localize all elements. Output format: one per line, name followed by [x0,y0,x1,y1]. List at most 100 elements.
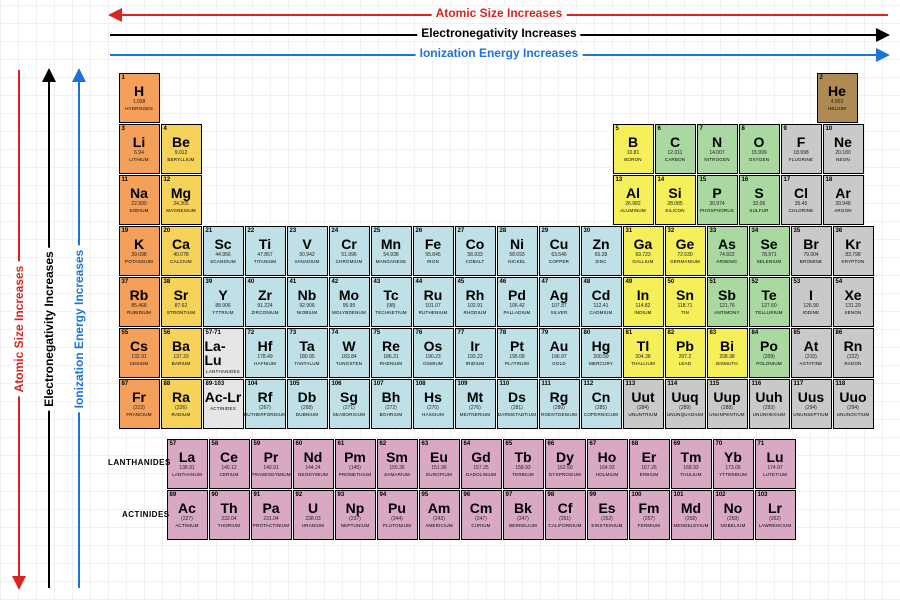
atomic-number: 21 [206,228,213,234]
top-trend-arrows: Atomic Size IncreasesElectronegativity I… [110,6,888,66]
element-name: OXYGEN [749,157,769,162]
atomic-number: 7 [700,126,703,132]
element-symbol: S [754,186,763,200]
atomic-number: 45 [458,279,465,285]
atomic-number: 116 [752,381,762,387]
atomic-number: 4 [164,126,167,132]
element-cell: 106Sg(271)SEABORGIUM [329,379,370,429]
element-symbol: Se [760,237,777,251]
atomic-number: 11 [122,177,128,183]
atomic-mass: (247) [517,516,529,522]
element-symbol: Fm [639,501,660,515]
element-cell: 15P30.974PHOSPHORUS [697,175,738,225]
atomic-mass: 180.95 [299,354,314,360]
element-name: ASTATINE [800,361,823,366]
element-symbol: At [804,339,819,353]
element-symbol: Es [598,501,615,515]
element-name: HOLMIUM [596,472,619,477]
element-symbol: Au [550,339,569,353]
element-symbol: Ag [550,288,569,302]
element-cell: 89-103Ac-LrACTINIDES [203,379,244,429]
atomic-number: 94 [380,492,387,498]
element-symbol: La-Lu [205,339,242,367]
element-name: UNUNQUADIUM [667,412,703,417]
element-symbol: O [754,135,765,149]
element-symbol: U [308,501,318,515]
element-name: CHROMIUM [336,259,363,264]
atomic-mass: 63.546 [551,252,566,258]
atomic-mass: 137.33 [173,354,188,360]
element-name: IRIDIUM [466,361,485,366]
atomic-number: 57 [170,441,177,447]
element-cell: 48Cd112.41CADMIUM [581,277,622,327]
atomic-mass: 168.93 [683,465,698,471]
element-name: SILICON [665,208,684,213]
atomic-number: 16 [742,177,749,183]
element-symbol: Uuq [671,390,698,404]
atomic-mass: (294) [805,405,817,411]
element-name: LUTETIUM [763,472,787,477]
atomic-mass: 121.76 [719,303,734,309]
element-name: CHLORINE [789,208,814,213]
element-symbol: Ir [470,339,479,353]
element-name: BARIUM [172,361,191,366]
element-name: ACTINIDES [210,406,236,411]
atomic-mass: 162.50 [557,465,572,471]
element-cell: 23V50.942VANADIUM [287,226,328,276]
atomic-number: 69 [674,441,681,447]
element-cell: 31Ga69.723GALLIUM [623,226,664,276]
atomic-mass: 195.08 [509,354,524,360]
period-row: 55Cs132.91CESIUM56Ba137.33BARIUM57-71La-… [118,327,874,378]
atomic-number: 26 [416,228,423,234]
trend-arrow: Electronegativity Increases [110,26,888,44]
element-name: RHODIUM [464,310,487,315]
atomic-number: 99 [590,492,597,498]
element-cell: 52Te127.60TELLURIUM [749,277,790,327]
element-symbol: Br [803,237,819,251]
trend-arrow: Atomic Size Increases [6,70,32,588]
atomic-number: 35 [794,228,801,234]
atomic-mass: 102.91 [467,303,482,309]
element-symbol: Ac [178,501,196,515]
element-symbol: Yb [724,450,742,464]
element-name: TIN [681,310,689,315]
atomic-mass: 4.003 [831,99,844,105]
atomic-mass: (262) [769,516,781,522]
element-cell: 9F18.998FLUORINE [781,124,822,174]
atomic-mass: (243) [433,516,445,522]
element-name: NEON [836,157,850,162]
element-cell: 42Mo95.95MOLYBDENUM [329,277,370,327]
atomic-mass: (293) [763,405,775,411]
atomic-mass: 151.96 [431,465,446,471]
trend-label: Atomic Size Increases [12,262,26,397]
element-cell: 77Ir192.22IRIDIUM [455,328,496,378]
atomic-number: 9 [784,126,787,132]
element-symbol: Ne [834,135,852,149]
atomic-mass: 44.956 [215,252,230,258]
element-symbol: No [724,501,743,515]
element-symbol: I [809,288,813,302]
periodic-table: 1H1.008HYDROGEN2He4.003HELIUM3Li6.94LITH… [118,72,874,429]
atomic-number: 49 [626,279,633,285]
element-name: RADON [844,361,861,366]
element-name: HELIUM [828,106,846,111]
atomic-mass: 87.62 [175,303,188,309]
element-cell: 50Sn118.71TIN [665,277,706,327]
element-symbol: As [718,237,736,251]
element-cell: 32Ge72.630GERMANIUM [665,226,706,276]
element-name: BERYLLIUM [167,157,194,162]
atomic-mass: 232.04 [221,516,236,522]
atomic-mass: (244) [391,516,403,522]
atomic-number: 77 [458,330,465,336]
atomic-number: 100 [632,492,642,498]
atomic-mass: 138.91 [179,465,194,471]
atomic-number: 91 [254,492,261,498]
atomic-number: 22 [248,228,255,234]
atomic-mass: 112.41 [594,303,609,309]
atomic-number: 114 [668,381,678,387]
trend-label: Electronegativity Increases [42,247,56,410]
element-name: RADIUM [172,412,191,417]
element-name: SEABORGIUM [333,412,366,417]
atomic-number: 23 [290,228,297,234]
element-symbol: Er [642,450,657,464]
